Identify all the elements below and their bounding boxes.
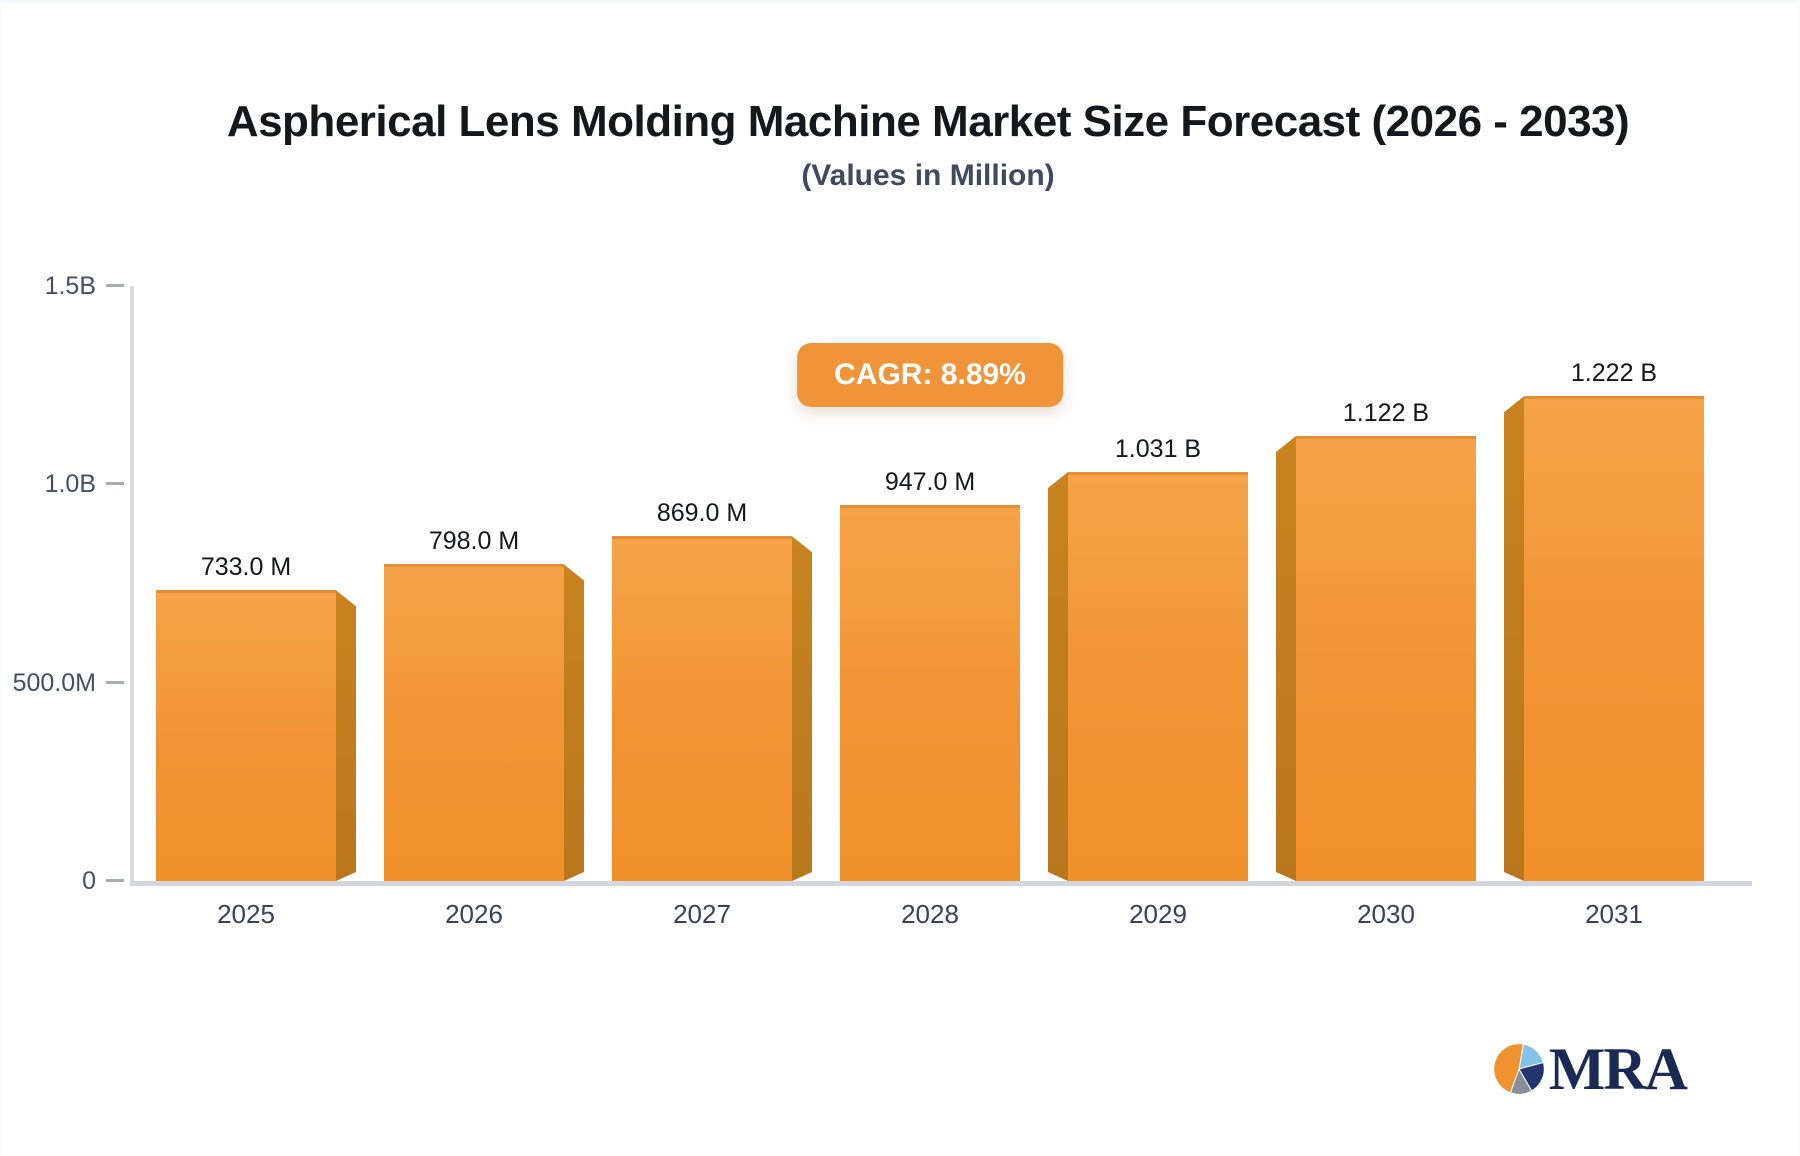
bar-slot-2031: 1.222 B <box>1500 286 1728 881</box>
value-label-2025: 733.0 M <box>200 553 292 582</box>
y-tick-label: 1.0B <box>44 470 96 499</box>
y-tick-label: 500.0M <box>12 668 96 697</box>
value-label-2028: 947.0 M <box>884 468 976 497</box>
plot-area: 733.0 M 798.0 M 869.0 M 947.0 M 1.031 B 1.122… <box>130 286 1752 886</box>
x-tick-label-2029: 2029 <box>1129 899 1187 929</box>
bar-2030[interactable]: 1.122 B <box>1296 399 1476 881</box>
logo-pie-icon <box>1492 1043 1545 1095</box>
bar-2031[interactable]: 1.222 B <box>1524 359 1704 881</box>
x-tick-label-2027: 2027 <box>673 899 731 929</box>
value-label-2026: 798.0 M <box>428 527 520 556</box>
bar-slot-2028: 947.0 M <box>816 286 1044 881</box>
chart-header: Aspherical Lens Molding Machine Market S… <box>132 97 1724 193</box>
bar-2028[interactable]: 947.0 M <box>840 468 1020 881</box>
bar-2029[interactable]: 1.031 B <box>1068 435 1248 881</box>
x-tick-label-2025: 2025 <box>217 899 275 929</box>
y-tick-dash <box>106 680 124 684</box>
y-tick-dash <box>106 879 124 882</box>
bar-slot-2027: 869.0 M <box>588 286 816 881</box>
chart-section: CAGR: 8.89% 0 500.0M 1.0B 1.5B 733.0 M 798.0… <box>2 272 1798 930</box>
bar-slot-2030: 1.122 B <box>1272 286 1500 881</box>
value-label-2029: 1.031 B <box>1114 435 1202 464</box>
y-tick-dash <box>106 284 124 287</box>
x-tick-label-2026: 2026 <box>445 899 503 929</box>
y-tick-label: 0 <box>82 867 96 895</box>
value-label-2027: 869.0 M <box>656 499 748 528</box>
chart-title: Aspherical Lens Molding Machine Market S… <box>226 97 1630 146</box>
x-axis-labels: 2025 2026 2027 2028 2029 2030 2031 <box>132 899 1728 930</box>
y-tick-dash <box>106 482 124 486</box>
y-axis: 0 500.0M 1.0B 1.5B <box>2 272 132 895</box>
bar-slot-2029: 1.031 B <box>1044 286 1272 881</box>
chart-grid: 0 500.0M 1.0B 1.5B 733.0 M 798.0 M 869.0 M 947… <box>2 272 1798 895</box>
x-tick-label-2031: 2031 <box>1585 899 1643 929</box>
mra-logo: MRA <box>1492 1036 1688 1102</box>
bar-2025[interactable]: 733.0 M <box>156 553 336 881</box>
bar-slot-2025: 733.0 M <box>132 286 360 881</box>
logo-text: MRA <box>1548 1036 1688 1102</box>
chart-subtitle: (Values in Million) <box>801 159 1055 192</box>
value-label-2031: 1.222 B <box>1570 359 1658 388</box>
x-tick-label-2030: 2030 <box>1357 899 1415 929</box>
bar-2026[interactable]: 798.0 M <box>384 527 564 881</box>
bar-slot-2026: 798.0 M <box>360 286 588 881</box>
value-label-2030: 1.122 B <box>1342 398 1430 427</box>
cagr-badge: CAGR: 8.89% <box>797 343 1063 407</box>
y-tick-label: 1.5B <box>44 272 96 300</box>
bar-2027[interactable]: 869.0 M <box>612 499 792 881</box>
x-tick-label-2028: 2028 <box>901 899 959 929</box>
